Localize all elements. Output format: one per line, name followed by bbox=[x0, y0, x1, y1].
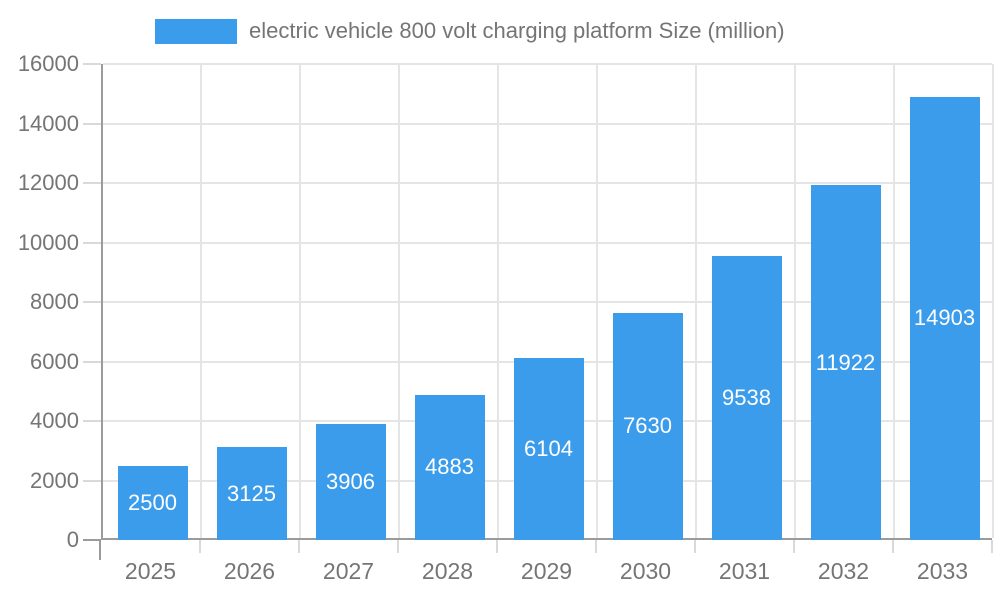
bar-2027[interactable]: 3906 bbox=[315, 423, 386, 540]
x-axis-label: 2033 bbox=[916, 558, 969, 584]
gridline-vertical bbox=[398, 64, 400, 538]
x-axis-label: 2027 bbox=[322, 558, 375, 584]
x-axis-tick bbox=[397, 540, 399, 553]
y-axis-tick bbox=[83, 420, 101, 422]
bar-2031[interactable]: 9538 bbox=[711, 256, 782, 540]
gridline-vertical bbox=[992, 64, 994, 538]
x-axis-tick bbox=[199, 540, 201, 553]
bar-value-label: 6104 bbox=[524, 436, 573, 462]
x-axis-label: 2031 bbox=[718, 558, 771, 584]
legend-label: electric vehicle 800 volt charging platf… bbox=[249, 18, 785, 43]
y-axis-tick bbox=[83, 301, 101, 303]
bar-2026[interactable]: 3125 bbox=[216, 447, 287, 540]
gridline-vertical bbox=[794, 64, 796, 538]
x-axis-label: 2032 bbox=[817, 558, 870, 584]
x-axis-tick bbox=[892, 540, 894, 553]
bar-2029[interactable]: 6104 bbox=[513, 358, 584, 540]
gridline-vertical bbox=[200, 64, 202, 538]
gridline-horizontal bbox=[103, 182, 992, 184]
y-axis-tick bbox=[83, 479, 101, 482]
x-axis-tick bbox=[595, 540, 597, 553]
bar-2030[interactable]: 7630 bbox=[612, 313, 683, 540]
x-axis-label: 2030 bbox=[619, 558, 672, 584]
gridline-horizontal bbox=[103, 241, 992, 244]
bar-value-label: 9538 bbox=[722, 385, 771, 411]
y-axis-tick bbox=[83, 360, 101, 363]
chart-legend[interactable]: electric vehicle 800 volt charging platf… bbox=[155, 18, 785, 44]
bar-value-label: 14903 bbox=[913, 305, 976, 331]
gridline-horizontal bbox=[103, 63, 992, 65]
bar-value-label: 3125 bbox=[227, 480, 276, 506]
x-axis-tick bbox=[793, 540, 795, 553]
bar-value-label: 3906 bbox=[326, 468, 375, 494]
gridline-vertical bbox=[596, 64, 598, 538]
x-axis-tick bbox=[298, 540, 300, 553]
bar-value-label: 2500 bbox=[128, 489, 177, 515]
bar-value-label: 11922 bbox=[815, 349, 876, 375]
y-axis-tick-label: 4000 bbox=[30, 408, 79, 433]
y-axis-tick bbox=[83, 539, 101, 541]
x-axis-tick bbox=[99, 540, 101, 560]
gridline-vertical bbox=[695, 64, 697, 538]
x-axis-label: 2025 bbox=[124, 558, 177, 584]
bar-2032[interactable]: 11922 bbox=[810, 185, 881, 540]
gridline-vertical bbox=[497, 64, 499, 538]
bar-2033[interactable]: 14903 bbox=[909, 96, 980, 540]
bar-2025[interactable]: 2500 bbox=[117, 465, 188, 540]
x-axis-label: 2028 bbox=[421, 558, 474, 584]
bar-value-label: 7630 bbox=[623, 413, 672, 439]
y-axis-tick-label: 6000 bbox=[30, 348, 79, 374]
y-axis-tick bbox=[83, 182, 101, 184]
y-axis-tick-label: 0 bbox=[66, 527, 79, 552]
y-axis-tick-label: 12000 bbox=[17, 170, 79, 195]
x-axis-label: 2026 bbox=[223, 558, 276, 584]
y-axis-tick-label: 2000 bbox=[30, 467, 79, 493]
gridline-vertical bbox=[299, 64, 301, 538]
gridline-horizontal bbox=[103, 301, 992, 303]
y-axis-tick bbox=[83, 63, 101, 65]
legend-swatch-icon bbox=[155, 18, 237, 44]
y-axis-tick-label: 8000 bbox=[30, 289, 79, 314]
x-axis-tick bbox=[694, 540, 696, 553]
bar-2028[interactable]: 4883 bbox=[414, 394, 485, 540]
plot-area: 2500 3125 3906 4883 6104 7630 9538 11922 14903 bbox=[101, 63, 994, 540]
bar-value-label: 4883 bbox=[425, 454, 474, 480]
y-axis-tick-label: 14000 bbox=[17, 110, 79, 136]
y-axis-tick-label: 10000 bbox=[17, 229, 79, 255]
y-axis-tick bbox=[83, 122, 101, 125]
x-axis-tick bbox=[991, 540, 993, 553]
gridline-vertical bbox=[893, 64, 895, 538]
y-axis-tick-label: 16000 bbox=[17, 51, 79, 76]
y-axis-tick bbox=[83, 241, 101, 244]
gridline-horizontal bbox=[103, 122, 992, 125]
x-axis-label: 2029 bbox=[520, 558, 573, 584]
x-axis-tick bbox=[496, 540, 498, 553]
